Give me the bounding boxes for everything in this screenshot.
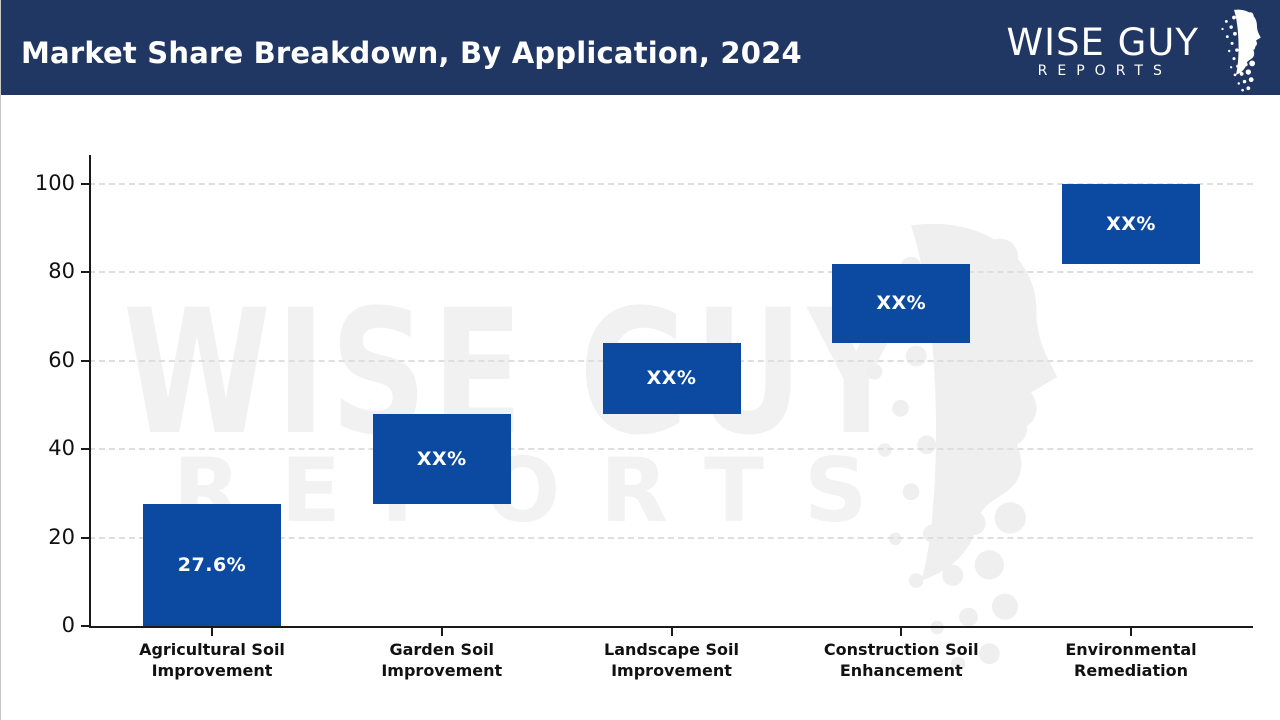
gridline-20 — [89, 536, 1253, 539]
y-tick-label: 60 — [48, 347, 75, 372]
x-category-label-line2: Enhancement — [839, 661, 963, 680]
x-tick — [670, 628, 673, 636]
x-category-label-line2: Improvement — [611, 661, 732, 680]
x-tick — [900, 628, 903, 636]
x-category-label: Agricultural Soil Improvement — [102, 639, 322, 681]
y-tick-label: 0 — [61, 613, 75, 637]
bar-value-label: XX% — [416, 447, 467, 470]
gridline-40 — [89, 448, 1253, 451]
x-tick — [440, 628, 443, 636]
gridline-80 — [89, 271, 1253, 274]
wiseguy-logo-sub: REPORTS — [1037, 62, 1172, 79]
wiseguy-logo: WISE GUY REPORTS — [1007, 2, 1263, 94]
y-tick-label: 80 — [48, 259, 75, 284]
watermark-brand-text: WISE GUY — [123, 272, 910, 473]
x-tick — [1130, 628, 1132, 636]
x-category-label-line2: Remediation — [1074, 661, 1188, 680]
x-category-label: Construction Soil Enhancement — [791, 639, 1011, 681]
bar-value-label: XX% — [646, 367, 697, 390]
x-category-label-line2: Improvement — [381, 661, 503, 680]
x-category-label-line2: Improvement — [151, 661, 273, 680]
x-category-label: Garden Soil Improvement — [332, 639, 552, 681]
bar-landscape-soil: XX% — [602, 343, 741, 414]
x-category-label: Landscape Soil Improvement — [562, 639, 782, 681]
x-category-label: Environmental Remediation — [1021, 639, 1241, 681]
wiseguy-logo-text: WISE GUY REPORTS — [1006, 20, 1199, 79]
x-category-label-line1: Agricultural Soil — [139, 640, 285, 659]
y-tick — [81, 448, 89, 451]
bar-value-label: XX% — [876, 292, 927, 315]
chart-area: WISE GUY REPORTS 0 20 40 60 80 100 27.6% Agricu… — [1, 95, 1280, 720]
x-axis — [89, 626, 1253, 628]
x-category-label-line1: Environmental — [1065, 640, 1197, 659]
y-tick — [81, 271, 89, 274]
y-tick-label: 40 — [48, 436, 75, 461]
bar-value-label: XX% — [1106, 212, 1156, 235]
y-tick — [81, 536, 89, 539]
bar-agricultural-soil: 27.6% — [143, 504, 281, 626]
y-tick-label: 20 — [48, 524, 75, 549]
chart-title: Market Share Breakdown, By Application, … — [21, 35, 802, 70]
x-category-label-line1: Construction Soil — [823, 640, 979, 659]
y-axis — [89, 155, 91, 628]
y-tick — [81, 625, 89, 627]
x-category-label-line1: Garden Soil — [389, 640, 495, 659]
y-tick-label: 100 — [34, 171, 75, 195]
wiseguy-logo-brand: WISE GUY — [1006, 20, 1199, 64]
gridline-100 — [89, 183, 1253, 185]
bar-value-label: 27.6% — [177, 553, 247, 576]
x-tick — [211, 628, 213, 636]
y-tick — [81, 359, 89, 362]
header-bar: Market Share Breakdown, By Application, … — [1, 0, 1280, 95]
y-tick — [81, 183, 89, 185]
bar-garden-soil: XX% — [372, 413, 511, 504]
bar-construction-soil: XX% — [832, 263, 971, 344]
x-category-label-line1: Landscape Soil — [604, 640, 739, 659]
watermark-sub-text: REPORTS — [173, 439, 908, 542]
bar-environmental: XX% — [1062, 184, 1200, 264]
wiseguy-head-icon — [1221, 9, 1261, 92]
